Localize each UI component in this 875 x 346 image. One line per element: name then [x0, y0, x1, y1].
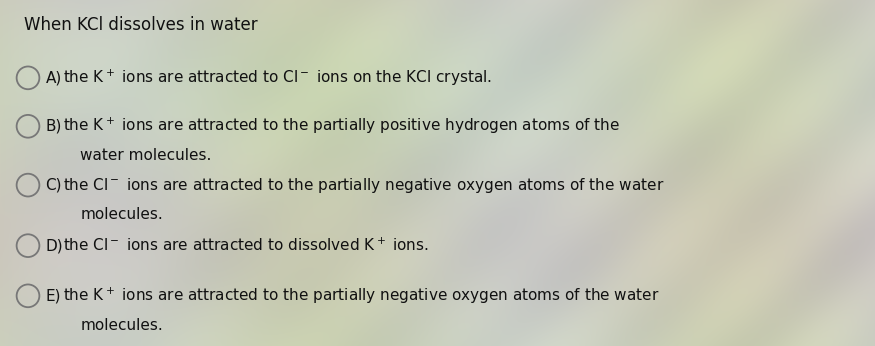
Text: the Cl$^-$ ions are attracted to the partially negative oxygen atoms of the wate: the Cl$^-$ ions are attracted to the par…: [63, 176, 664, 194]
Text: the K$^+$ ions are attracted to the partially negative oxygen atoms of the water: the K$^+$ ions are attracted to the part…: [63, 286, 660, 306]
Text: the Cl$^-$ ions are attracted to dissolved K$^+$ ions.: the Cl$^-$ ions are attracted to dissolv…: [63, 237, 429, 254]
Text: When KCl dissolves in water: When KCl dissolves in water: [24, 16, 258, 34]
Text: C): C): [46, 177, 62, 193]
Text: molecules.: molecules.: [80, 318, 164, 333]
Text: water molecules.: water molecules.: [80, 148, 212, 163]
Text: molecules.: molecules.: [80, 207, 164, 222]
Text: E): E): [46, 288, 61, 303]
Text: D): D): [46, 238, 63, 253]
Text: B): B): [46, 119, 62, 134]
Text: the K$^+$ ions are attracted to Cl$^-$ ions on the KCl crystal.: the K$^+$ ions are attracted to Cl$^-$ i…: [63, 68, 492, 88]
Text: the K$^+$ ions are attracted to the partially positive hydrogen atoms of the: the K$^+$ ions are attracted to the part…: [63, 116, 620, 136]
Text: A): A): [46, 70, 62, 85]
